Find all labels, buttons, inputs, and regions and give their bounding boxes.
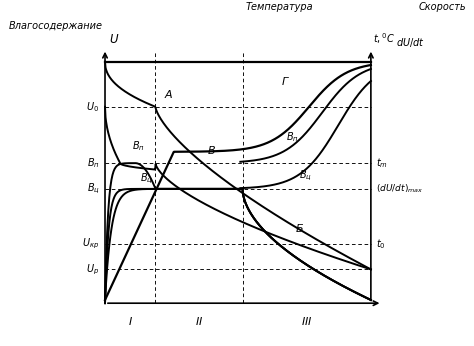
Text: $B_п$: $B_п$	[87, 156, 100, 170]
Text: $U_р$: $U_р$	[86, 262, 100, 276]
Text: $В$: $В$	[207, 144, 216, 156]
Text: $B_ц$: $B_ц$	[139, 171, 153, 186]
Text: $t_0$: $t_0$	[376, 237, 386, 251]
Text: Температура: Температура	[246, 2, 313, 12]
Text: $B_ц$: $B_ц$	[299, 169, 312, 183]
Text: $III$: $III$	[301, 315, 312, 327]
Text: $t_m$: $t_m$	[376, 156, 388, 170]
Text: $(dU/dt)_{max}$: $(dU/dt)_{max}$	[376, 183, 424, 195]
Text: $B_п$: $B_п$	[286, 130, 299, 144]
Text: $II$: $II$	[195, 315, 203, 327]
Text: $I$: $I$	[128, 315, 133, 327]
Text: $B_ц$: $B_ц$	[87, 182, 100, 196]
Text: $U_{кр}$: $U_{кр}$	[82, 236, 100, 251]
Text: Влагосодержание: Влагосодержание	[9, 21, 103, 31]
Text: $B_п$: $B_п$	[132, 140, 145, 154]
Text: $U_0$: $U_0$	[86, 100, 100, 114]
Text: Скорость: Скорость	[418, 2, 466, 12]
Text: $Б$: $Б$	[294, 221, 304, 234]
Text: $Г$: $Г$	[282, 75, 290, 87]
Text: $А$: $А$	[164, 88, 173, 100]
Text: $t,^{0}C$: $t,^{0}C$	[373, 31, 395, 46]
Text: $U$: $U$	[109, 33, 119, 46]
Text: $dU/dt$: $dU/dt$	[396, 36, 425, 49]
